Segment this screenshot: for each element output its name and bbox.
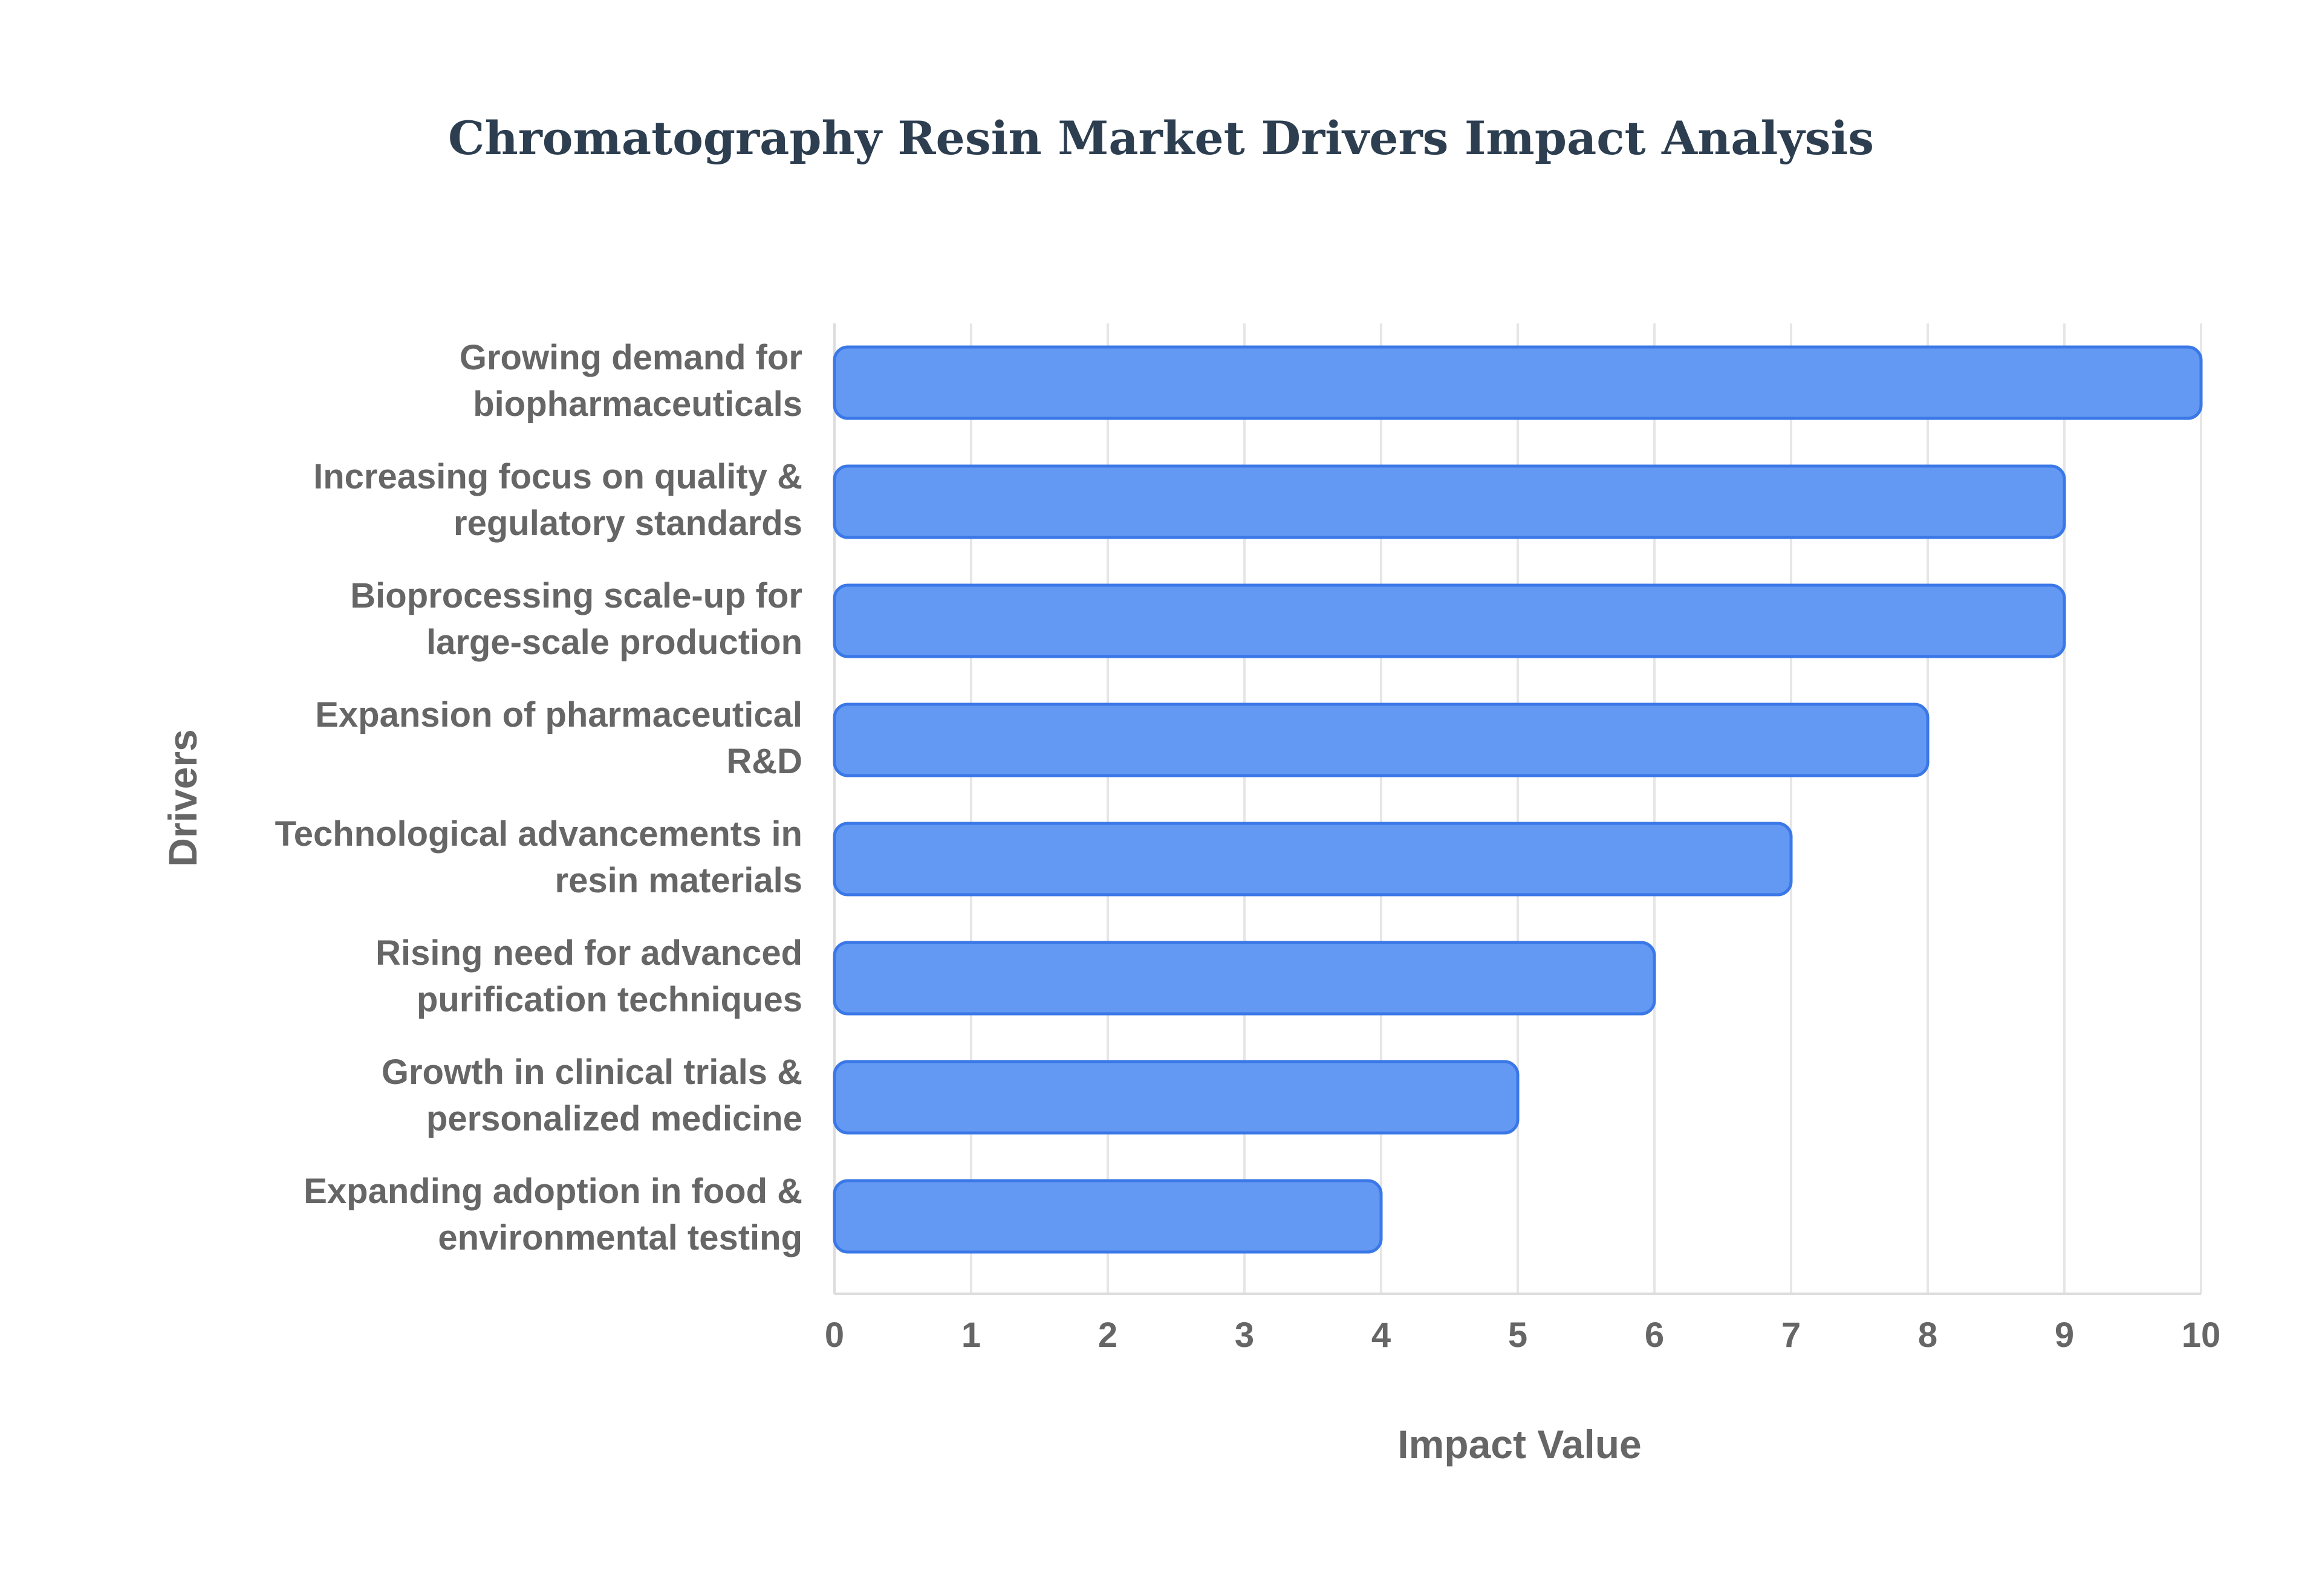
category-label: Rising need for advanced purification tec… [376,933,802,1019]
bar [833,1060,1520,1135]
x-axis-title: Impact Value [1397,1422,1642,1467]
x-tick-label: 0 [825,1315,844,1355]
x-tick-label: 1 [961,1315,981,1355]
bar [833,583,2066,658]
category-label: Increasing focus on quality & regulatory … [313,457,802,543]
x-tick-label: 5 [1508,1315,1527,1355]
bar [833,702,1930,777]
bar [833,464,2066,539]
category-label: Bioprocessing scale-up for large-scale pr… [350,576,802,662]
category-label: Technological advancements in resin mater… [275,814,802,900]
chart-title: Chromatography Resin Market Drivers Impa… [448,111,1874,165]
x-tick-label: 2 [1098,1315,1117,1355]
x-tick-label: 9 [2055,1315,2074,1355]
bars [833,345,2203,1254]
x-tick-labels: 0 1 2 3 4 5 6 7 8 9 10 [825,1315,2220,1355]
x-tick-label: 3 [1235,1315,1254,1355]
category-label: Growing demand for biopharmaceuticals [460,338,802,424]
bar [833,1179,1383,1254]
x-tick-label: 8 [1918,1315,1937,1355]
category-label: Growth in clinical trials & personalized … [382,1053,802,1138]
x-tick-label: 6 [1645,1315,1664,1355]
bar [833,345,2203,420]
category-labels: Growing demand for biopharmaceuticals Incr… [275,338,802,1257]
x-tick-label: 7 [1781,1315,1801,1355]
category-label: Expansion of pharmaceutical R&D [315,695,802,781]
y-axis-title: Drivers [160,729,205,867]
bar [833,941,1656,1016]
x-tick-label: 10 [2182,1315,2221,1355]
category-label: Expanding adoption in food & environmenta… [304,1172,802,1257]
x-tick-label: 4 [1371,1315,1391,1355]
bar [833,822,1793,897]
